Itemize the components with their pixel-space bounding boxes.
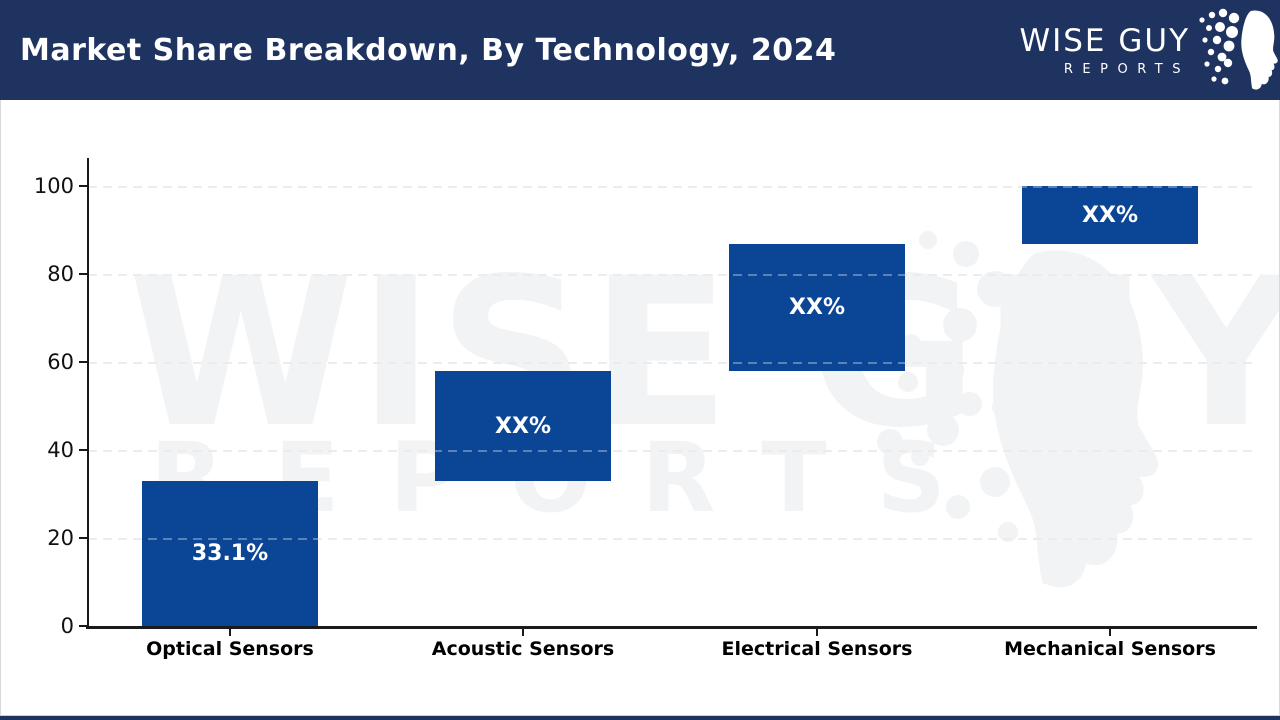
bar-acoustic-sensors: XX% [435, 371, 611, 481]
y-tick-label-20: 20 [47, 526, 74, 550]
y-tick [79, 625, 87, 627]
bar-value-label: XX% [789, 295, 845, 320]
x-category-acoustic-sensors: Acoustic Sensors [431, 638, 615, 660]
y-tick [79, 537, 87, 539]
x-tick [1109, 629, 1111, 636]
gridline-20 [88, 538, 1256, 540]
y-axis-line [87, 158, 89, 628]
x-axis-line [86, 626, 1257, 629]
page-title: Market Share Breakdown, By Technology, 2… [20, 32, 837, 68]
y-tick-label-60: 60 [47, 350, 74, 374]
x-category-optical-sensors: Optical Sensors [146, 638, 314, 660]
y-tick-label-80: 80 [47, 262, 74, 286]
bar-value-label: XX% [1082, 202, 1138, 228]
bar-electrical-sensors: XX% [729, 244, 905, 371]
y-tick [79, 449, 87, 451]
x-tick [816, 629, 818, 636]
gridline-60 [88, 362, 1256, 364]
bar-optical-sensors: 33.1% [142, 481, 318, 626]
wise-guy-logo: WISE GUY REPORTS [1019, 0, 1280, 100]
gridline-overlay [88, 538, 1256, 540]
x-category-electrical-sensors: Electrical Sensors [721, 638, 913, 660]
watermark-head-icon [876, 231, 1159, 588]
x-category-mechanical-sensors: Mechanical Sensors [1004, 638, 1216, 660]
y-tick-label-40: 40 [47, 438, 74, 462]
bar-value-label: XX% [495, 413, 551, 439]
gridline-overlay [88, 274, 1256, 276]
footer-bar [0, 716, 1280, 720]
x-tick [522, 629, 524, 636]
y-tick-label-0: 0 [60, 614, 74, 638]
gridline-40 [88, 450, 1256, 452]
header-bar: Market Share Breakdown, By Technology, 2… [0, 0, 1280, 100]
gridline-overlay [88, 450, 1256, 452]
gridline-overlay [88, 362, 1256, 364]
y-tick [79, 361, 87, 363]
left-border [0, 100, 1, 715]
bar-mechanical-sensors: XX% [1022, 186, 1198, 244]
logo-head-icon [1199, 8, 1278, 90]
y-tick [79, 273, 87, 275]
x-tick [229, 629, 231, 636]
gridline-overlay [88, 186, 1256, 188]
footer-divider [0, 715, 1280, 716]
gridline-100 [88, 186, 1256, 188]
y-tick-label-100: 100 [33, 174, 74, 198]
logo-wordmark: WISE GUY [1019, 23, 1190, 59]
gridline-80 [88, 274, 1256, 276]
logo-text: WISE GUY REPORTS [1019, 23, 1190, 77]
y-tick [79, 185, 87, 187]
bar-value-label: 33.1% [191, 541, 269, 566]
logo-subtext: REPORTS [1063, 62, 1190, 77]
